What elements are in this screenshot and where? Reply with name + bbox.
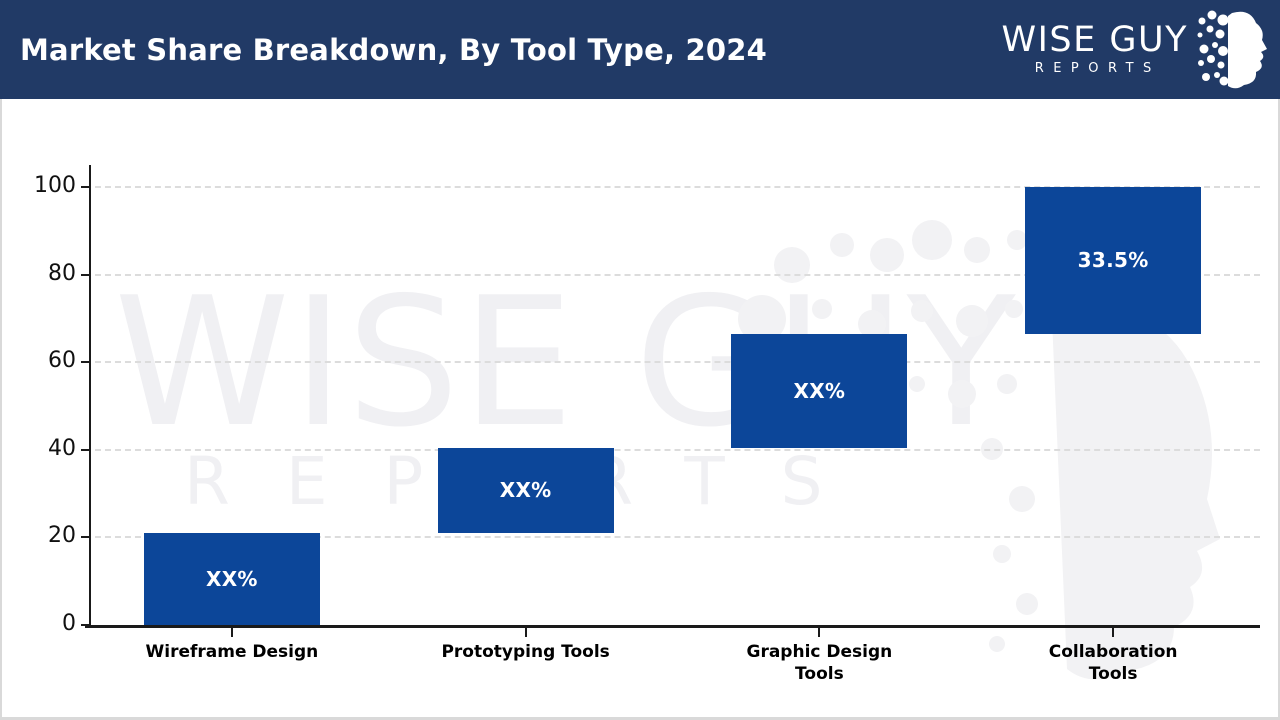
y-axis-tick-label-0: 0 [62,611,76,636]
header-bar: Market Share Breakdown, By Tool Type, 20… [0,0,1280,99]
bar-value-label: XX% [205,567,258,591]
logo-head-icon [1197,10,1267,88]
gridline-100 [85,186,1260,188]
gridline-60 [85,361,1260,364]
x-axis-tick-1 [230,628,233,637]
y-axis-tick-40 [81,448,90,451]
y-axis-line [89,165,91,628]
y-axis-tick-label-100: 100 [34,173,76,198]
y-axis-tick-20 [81,536,90,539]
x-axis-category-label: Prototyping Tools [441,642,610,662]
x-axis-category-label: Graphic Design Tools [746,642,893,685]
wise-guy-logo: WISE GUY REPORTS [1001,7,1280,93]
y-axis-tick-label-40: 40 [48,435,76,461]
x-axis-category-label: Wireframe Design [145,642,319,662]
bar-1: XX% [143,533,320,625]
y-axis-tick-60 [81,361,90,364]
logo-wordmark-line2: REPORTS [1034,61,1161,76]
bar-4: 33.5% [1025,187,1202,334]
y-axis-tick-label-80: 80 [48,260,76,286]
y-axis-tick-label-20: 20 [48,523,76,549]
logo-wordmark-line1: WISE GUY [1001,20,1188,60]
y-axis-tick-100 [81,186,90,188]
x-axis-tick-3 [818,628,821,637]
x-axis-tick-4 [1112,628,1115,637]
gridline-80 [85,273,1260,276]
x-axis-category-label: Collaboration Tools [1048,642,1178,685]
x-axis-line [85,625,1260,628]
gridline-40 [85,448,1260,451]
logo-wordmark: WISE GUY REPORTS [1001,20,1188,77]
gridline-20 [85,536,1260,539]
y-axis-tick-80 [81,273,90,276]
bar-2: XX% [437,447,614,534]
bar-3: XX% [731,333,908,448]
y-axis-tick-label-60: 60 [48,348,76,374]
chart-area: WISE GUY REPORTS 020406080100XX%Wirefram… [0,99,1280,720]
x-axis-tick-2 [524,628,527,637]
watermark-head-dots [738,220,1220,680]
bar-value-label: XX% [793,378,846,403]
chart-title: Market Share Breakdown, By Tool Type, 20… [20,32,768,67]
bar-value-label: XX% [499,478,552,503]
bar-value-label: 33.5% [1077,248,1149,273]
